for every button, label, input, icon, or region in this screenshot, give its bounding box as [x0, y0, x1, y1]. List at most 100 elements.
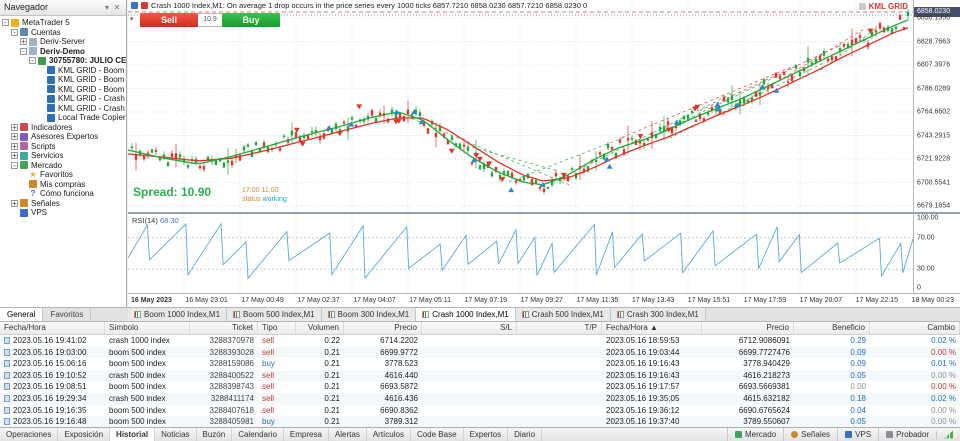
- toolbox-tab-expertos[interactable]: Expertos: [464, 428, 509, 441]
- statusbar-item-mercado[interactable]: Mercado: [727, 428, 783, 441]
- toolbox-tab-buz-n[interactable]: Buzón: [197, 428, 233, 441]
- chart-tab-crash-1000-index-m1[interactable]: Crash 1000 Index,M1: [416, 308, 516, 321]
- expand-icon[interactable]: +: [11, 132, 18, 142]
- toolbox-tab-art-culos[interactable]: Artículos: [367, 428, 411, 441]
- toolbox-tab-exposici-n[interactable]: Exposición: [58, 428, 111, 441]
- tree-item-cuentas[interactable]: - Cuentas: [0, 28, 126, 38]
- oneclick-collapse-icon[interactable]: ▾: [130, 16, 134, 23]
- toolbox-tab-code-base[interactable]: Code Base: [411, 428, 464, 441]
- tree-item-kml-grid-crash-500-ind[interactable]: KML GRID - Crash 500 Ind: [0, 104, 126, 114]
- tree-item-30755780-julio-cesar-de[interactable]: - 30755780: JULIO CESAR De: [0, 56, 126, 66]
- rsi-scale[interactable]: 100.00 70.00 30.00 0: [913, 214, 960, 293]
- tree-item-favoritos[interactable]: ★ Favoritos: [0, 170, 126, 180]
- column-header-s-l-6[interactable]: S/L: [422, 322, 517, 334]
- expand-icon[interactable]: +: [11, 151, 18, 161]
- tree-item-metatrader-5[interactable]: - MetaTrader 5: [0, 18, 126, 28]
- navigator-tab-favoritos[interactable]: Favoritos: [43, 308, 92, 321]
- chart-quote-info: Crash 1000 Index,M1: On average 1 drop o…: [131, 1, 587, 10]
- column-header-precio-9[interactable]: Precio: [702, 322, 794, 334]
- column-header-cambio-11[interactable]: Cambio: [870, 322, 960, 334]
- column-header-fecha-hora-8[interactable]: Fecha/Hora ▲: [602, 322, 702, 334]
- price-chart-canvas[interactable]: [128, 0, 913, 212]
- tree-item-se-ales[interactable]: + Señales: [0, 199, 126, 209]
- time-axis[interactable]: 16 May 2023 16 May 23:01 17 May 00:49 17 Ma…: [128, 293, 960, 307]
- column-header-precio-5[interactable]: Precio: [344, 322, 422, 334]
- connection-status: [936, 430, 960, 439]
- history-header-row: Fecha/Hora Símbolo Ticket Tipo Volumen Precio…: [0, 322, 960, 335]
- history-cell: 6693.5872: [380, 382, 418, 392]
- history-cell: 3288159086: [209, 359, 255, 369]
- column-header-ticket-2[interactable]: Ticket: [190, 322, 258, 334]
- close-icon[interactable]: ✕: [113, 3, 121, 12]
- rsi-chart-canvas[interactable]: [128, 214, 913, 293]
- history-row[interactable]: 2023.05.16 19:16:35 boom 500 index 3288407…: [0, 405, 960, 417]
- chart-tab-icon: [134, 311, 141, 318]
- collapse-icon[interactable]: -: [2, 19, 9, 27]
- collapse-icon[interactable]: -: [11, 161, 18, 169]
- history-row[interactable]: 2023.05.16 19:41:02 crash 1000 index 32883…: [0, 335, 960, 347]
- tree-item-label: Servicios: [31, 151, 64, 160]
- history-row[interactable]: 2023.05.16 19:08:51 boom 500 index 3288398…: [0, 381, 960, 393]
- tree-item-kml-grid-boom-500-ind[interactable]: KML GRID - Boom 500 Ind: [0, 75, 126, 85]
- tree-item-indicadores[interactable]: + Indicadores: [0, 123, 126, 133]
- chart-tab-boom-500-index-m1[interactable]: Boom 500 Index,M1: [227, 308, 322, 321]
- collapse-icon[interactable]: -: [11, 28, 18, 36]
- vps-icon: [20, 208, 28, 217]
- ea-status-icon[interactable]: [858, 3, 866, 10]
- toolbox-tab-diario[interactable]: Diario: [508, 428, 543, 441]
- chart-tab-boom-1000-index-m1[interactable]: Boom 1000 Index,M1: [128, 308, 228, 321]
- tree-item-deriv-server[interactable]: + Deriv-Server: [0, 37, 126, 47]
- tree-item-kml-grid-boom-1000-in[interactable]: KML GRID - Boom 1000 In: [0, 66, 126, 76]
- tree-item-label: Cómo funciona: [40, 189, 94, 198]
- tree-item-deriv-demo[interactable]: - Deriv-Demo: [0, 47, 126, 57]
- column-header-s-mbolo-1[interactable]: Símbolo: [105, 322, 190, 334]
- tree-item-scripts[interactable]: + Scripts: [0, 142, 126, 152]
- expand-icon[interactable]: +: [20, 37, 27, 47]
- tree-item-mis-compras[interactable]: Mis compras: [0, 180, 126, 190]
- history-row[interactable]: 2023.05.16 19:10:52 crash 500 index 328840…: [0, 369, 960, 382]
- column-header-tipo-3[interactable]: Tipo: [258, 322, 296, 334]
- pin-icon[interactable]: ▾: [104, 3, 109, 12]
- tree-item-asesores-expertos[interactable]: + Asesores Expertos: [0, 132, 126, 142]
- toolbox-tab-operaciones[interactable]: Operaciones: [0, 428, 59, 441]
- history-row[interactable]: 2023.05.16 15:06:16 boom 500 index 3288159…: [0, 358, 960, 370]
- navigator-title: Navegador: [4, 2, 49, 12]
- collapse-icon[interactable]: -: [20, 47, 27, 55]
- statusbar-item-probador[interactable]: Probador: [878, 428, 936, 441]
- history-row[interactable]: 2023.05.16 19:16:48 boom 500 index 3288405…: [0, 416, 960, 428]
- expand-icon[interactable]: +: [11, 141, 18, 151]
- statusbar-item-se-ales[interactable]: Señales: [783, 428, 837, 441]
- oneclick-trading-widget: Sell 10.9 Buy: [140, 13, 280, 27]
- toolbox-tab-alertas[interactable]: Alertas: [329, 428, 367, 441]
- chart-tab-boom-300-index-m1[interactable]: Boom 300 Index,M1: [321, 308, 417, 321]
- chart-tab-crash-300-index-m1[interactable]: Crash 300 Index,M1: [610, 308, 706, 321]
- column-header-beneficio-10[interactable]: Beneficio: [794, 322, 870, 334]
- toolbox-tab-noticias[interactable]: Noticias: [155, 428, 197, 441]
- column-header-t-p-7[interactable]: T/P: [517, 322, 602, 334]
- column-header-volumen-4[interactable]: Volumen: [296, 322, 344, 334]
- expand-icon[interactable]: +: [11, 198, 18, 208]
- tree-item-c-mo-funciona[interactable]: ? Cómo funciona: [0, 189, 126, 199]
- tree-item-kml-grid-crash-1000-in[interactable]: KML GRID - Crash 1000 In: [0, 94, 126, 104]
- buy-button[interactable]: Buy: [222, 13, 280, 27]
- price-scale[interactable]: 6858.0230 6850.1350 6828.7663 6807.3976 678…: [913, 0, 960, 212]
- tree-item-vps[interactable]: VPS: [0, 208, 126, 218]
- tree-item-mercado[interactable]: - Mercado: [0, 161, 126, 171]
- chart-tab-crash-500-index-m1[interactable]: Crash 500 Index,M1: [515, 308, 611, 321]
- navigator-tab-general[interactable]: General: [0, 308, 44, 321]
- history-row[interactable]: 2023.05.16 19:29:34 crash 500 index 328841…: [0, 392, 960, 405]
- tree-item-kml-grid-boom-300-in[interactable]: KML GRID - Boom 300 In: [0, 85, 126, 95]
- sell-button[interactable]: Sell: [140, 13, 198, 27]
- expand-icon[interactable]: +: [11, 122, 18, 132]
- history-cell: 0.18: [850, 393, 866, 403]
- price-scale-label: 6786.0289: [917, 85, 951, 92]
- toolbox-tab-calendario[interactable]: Calendario: [232, 428, 284, 441]
- column-header-fecha-hora-0[interactable]: Fecha/Hora: [0, 322, 105, 334]
- toolbox-tab-historial[interactable]: Historial: [110, 428, 156, 441]
- collapse-icon[interactable]: -: [29, 57, 36, 65]
- history-row[interactable]: 2023.05.16 19:03:00 boom 500 index 3288393…: [0, 346, 960, 359]
- statusbar-item-vps[interactable]: VPS: [837, 428, 878, 441]
- tree-item-servicios[interactable]: + Servicios: [0, 151, 126, 161]
- tree-item-local-trade-copier-ea-mt[interactable]: Local Trade Copier EA MT: [0, 113, 126, 123]
- toolbox-tab-empresa[interactable]: Empresa: [284, 428, 329, 441]
